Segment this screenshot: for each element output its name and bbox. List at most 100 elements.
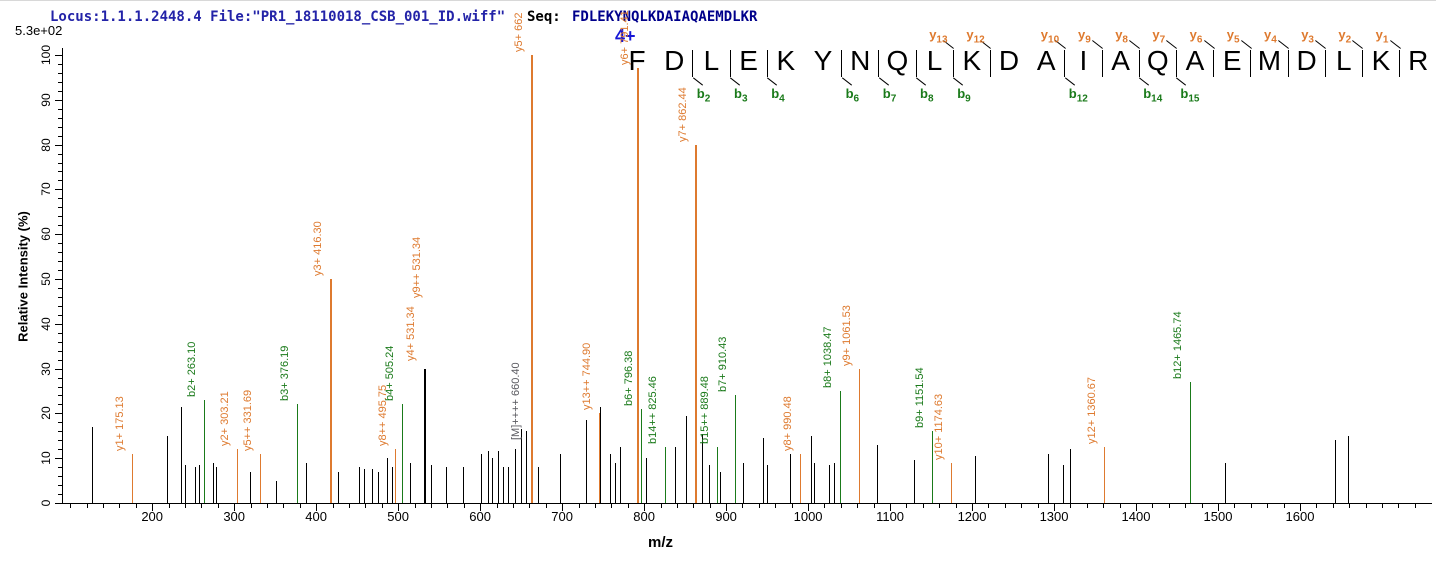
b-ion-label: b6 [845,86,860,105]
sequence-residue: D [664,45,685,76]
peak [600,406,602,503]
x-tick [857,504,859,508]
fragment-peak [800,453,802,503]
fragment-peak [260,453,262,503]
x-tick [726,504,728,511]
x-tick [1381,504,1383,508]
peak [1070,449,1072,503]
x-axis-title: m/z [648,534,674,551]
x-tick [1300,504,1301,511]
peak [743,462,745,503]
b-ion-label: b3 [734,86,748,105]
x-tick [184,504,186,508]
peak-label: b15++ 889.48 [699,376,712,444]
peak [410,462,412,503]
cleavage-bar [766,50,768,77]
y-tick [58,422,62,424]
x-tick [1267,504,1269,508]
x-tick [594,504,596,508]
peak-label: y12+ 1360.67 [1085,377,1098,444]
y-tick-label: 30 [39,361,53,376]
x-tick-label: 1100 [876,509,905,524]
x-tick [791,504,793,508]
x-tick [1119,504,1121,508]
x-tick [1103,504,1105,508]
peak-label: b9+ 1151.54 [914,367,927,429]
sequence-residue: A [1185,45,1205,76]
peak [834,462,836,503]
peak [306,462,308,503]
cleavage-bar [878,50,880,77]
y-tick [55,323,62,325]
x-tick [480,504,482,511]
peak-label: b14++ 825.46 [646,376,659,444]
b-ion-label: b12 [1068,86,1088,105]
cleavage-bar [1101,50,1103,77]
x-tick [316,504,318,511]
x-tick [1136,504,1138,511]
y-tick-label: 20 [39,406,53,421]
fragment-peak [1103,447,1105,503]
peak [358,467,360,503]
peak [430,464,432,503]
y-tick [58,108,62,110]
y-tick [58,314,62,316]
peak-label: b6+ 796.38 [623,350,636,406]
peak-label: y13++ 744.90 [580,343,593,411]
peak-label: y7+ 862.44 [677,86,690,142]
fragment-peak [530,55,533,503]
y-tick [58,252,62,254]
x-tick [283,504,285,508]
y-tick [58,359,62,361]
cleavage-bar [989,50,991,77]
y-ion-label: y10 [1040,27,1060,46]
x-tick [808,504,810,511]
y-tick [58,350,62,352]
peak [585,420,587,503]
fragment-peak [637,68,640,503]
sequence-residue: K [1371,45,1391,76]
peak-label: y9++ 531.34 [411,237,424,299]
x-tick [447,504,449,508]
x-tick-label: 1600 [1285,509,1315,524]
x-tick [496,504,498,508]
y-tick [58,296,62,298]
b-ion-label: b9 [957,86,971,105]
x-tick-label: 700 [551,509,573,524]
x-tick-label: 300 [223,509,246,524]
y-tick [55,189,62,191]
y-ion-label: y8 [1115,27,1128,46]
x-tick [1054,504,1056,511]
x-tick [1004,504,1006,508]
peak [508,467,509,503]
x-tick [512,504,514,508]
locus-file-text: Locus:1.1.1.2448.4 File:"PR1_18110018_CS… [50,9,506,25]
x-tick [1349,504,1351,508]
x-tick [972,504,974,511]
x-tick [1414,504,1416,508]
x-tick-label: 600 [469,509,491,524]
y-tick [58,261,62,263]
sequence-residue: L [703,45,720,76]
peak [1348,435,1350,503]
x-tick [709,504,711,508]
x-tick [1398,504,1400,508]
y-tick [58,117,62,119]
sequence-residue: L [1336,45,1352,76]
peak [974,455,976,503]
peak-label: b4+ 505.24 [384,346,397,402]
y-tick [58,198,62,200]
x-tick [234,504,236,511]
x-tick [906,504,908,508]
b-ion-label: b8 [920,86,934,105]
y-tick [55,503,62,504]
x-tick-label: 1300 [1039,509,1069,524]
x-tick [1365,504,1367,508]
y-tick [58,63,62,65]
y-tick [58,467,62,469]
x-tick [1037,504,1039,508]
x-tick-label: 500 [387,509,409,524]
x-tick [365,504,367,508]
peak [377,471,379,503]
peak [216,467,218,503]
